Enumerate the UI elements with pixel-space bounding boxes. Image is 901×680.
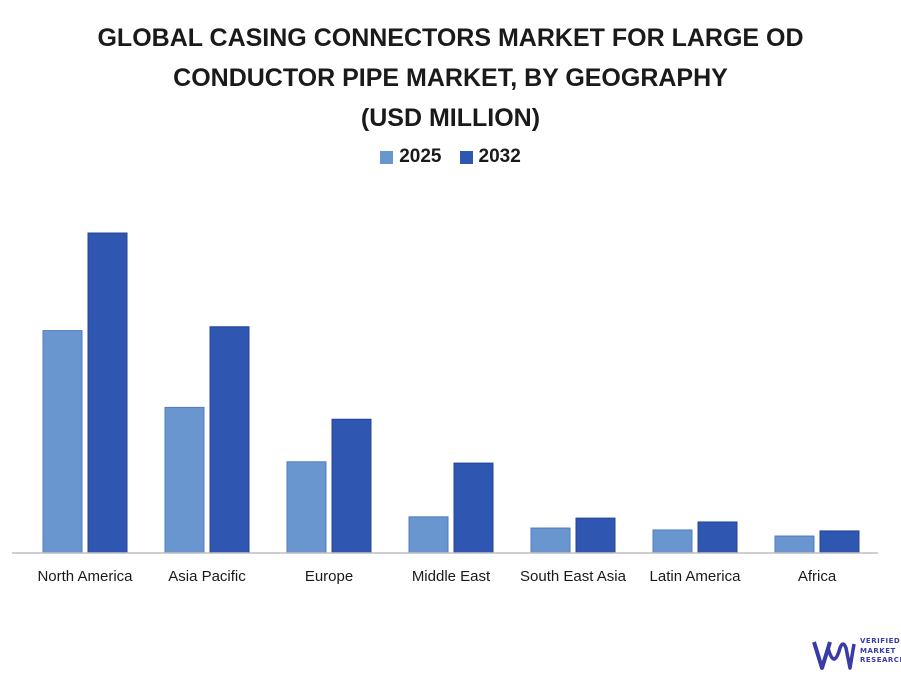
chart-title: GLOBAL CASING CONNECTORS MARKET FOR LARG… xyxy=(0,18,901,138)
x-tick-label: Europe xyxy=(305,568,353,585)
chart-title-line-3: (USD MILLION) xyxy=(360,104,541,132)
bar-2025-asia-pacific xyxy=(164,406,205,554)
chart-title-line-2: CONDUCTOR PIPE MARKET, BY GEOGRAPHY xyxy=(173,64,728,92)
bar-2032-middle-east xyxy=(453,462,494,554)
logo-line-2: MARKET xyxy=(860,646,896,655)
bar-2025-europe xyxy=(286,461,327,554)
bar-2032-europe xyxy=(331,418,372,554)
chart-legend: 2025 2032 xyxy=(0,146,901,168)
legend-swatch-2032 xyxy=(459,150,473,164)
bar-2025-north-america xyxy=(42,330,83,554)
bar-2032-latin-america xyxy=(697,521,738,554)
vmr-logo-icon xyxy=(812,641,856,670)
logo-line-1: VERIFIED xyxy=(860,637,901,645)
x-tick-label: Africa xyxy=(798,568,837,585)
x-tick-label: Latin America xyxy=(650,568,742,585)
x-tick-label: North America xyxy=(37,568,133,585)
vmr-logo-text: VERIFIED MARKET RESEARCH xyxy=(860,637,901,666)
logo-line-3: RESEARCH xyxy=(860,656,901,664)
bar-2032-south-east-asia xyxy=(575,517,616,554)
bar-2025-latin-america xyxy=(652,529,693,554)
x-tick-label: Asia Pacific xyxy=(168,568,246,585)
bar-2025-middle-east xyxy=(408,516,449,554)
x-tick-label: Middle East xyxy=(412,568,491,585)
bar-2032-asia-pacific xyxy=(209,326,250,554)
legend-label-2025: 2025 xyxy=(399,146,442,167)
chart-title-line-1: GLOBAL CASING CONNECTORS MARKET FOR LARG… xyxy=(97,24,804,52)
legend-label-2032: 2032 xyxy=(478,146,521,167)
bar-2025-south-east-asia xyxy=(530,527,571,554)
legend-item-2032: 2032 xyxy=(459,146,521,168)
legend-swatch-2025 xyxy=(380,150,394,164)
bar-2032-north-america xyxy=(87,232,128,554)
legend-item-2025: 2025 xyxy=(380,146,442,168)
bar-2025-africa xyxy=(774,535,815,554)
x-tick-label: South East Asia xyxy=(520,568,627,585)
bar-2032-africa xyxy=(819,530,860,554)
